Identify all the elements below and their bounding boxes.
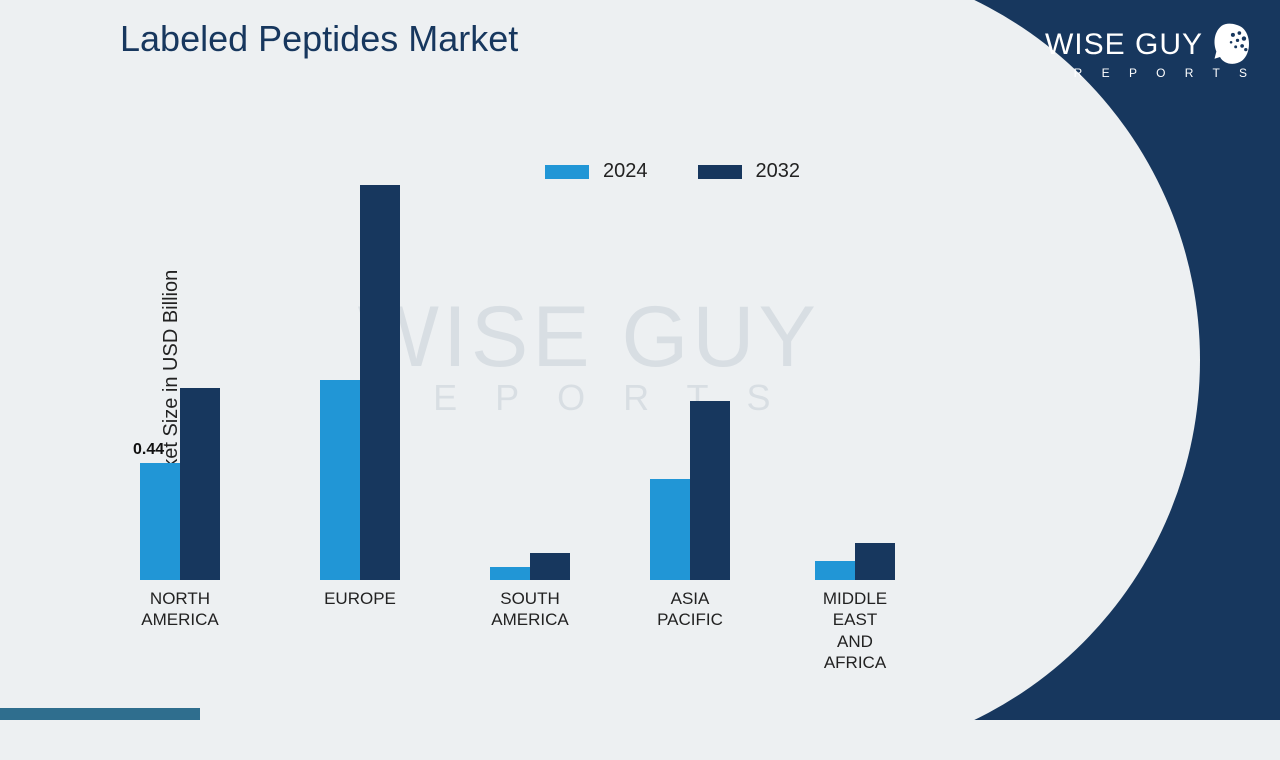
bar-2032 xyxy=(855,543,895,580)
bar-2032 xyxy=(180,388,220,580)
bar-2032 xyxy=(690,401,730,580)
x-axis-label: EUROPE xyxy=(295,588,425,609)
bottom-accent-bar xyxy=(0,708,200,720)
bar-2024 xyxy=(320,380,360,580)
bar-2032 xyxy=(360,185,400,580)
x-axis-label: SOUTHAMERICA xyxy=(465,588,595,631)
data-label: 0.44 xyxy=(133,441,164,459)
bar-2024 xyxy=(650,479,690,580)
x-axis-label: NORTHAMERICA xyxy=(115,588,245,631)
chart-area: 0.44 xyxy=(115,180,905,580)
x-axis-label: ASIAPACIFIC xyxy=(625,588,755,631)
bar-2024 xyxy=(140,463,180,580)
bar-group xyxy=(315,185,405,580)
legend-swatch-2024 xyxy=(545,165,589,179)
logo-main: WISE GUY xyxy=(1045,22,1255,68)
bar-group: 0.44 xyxy=(135,388,225,580)
bar-2024 xyxy=(815,561,855,580)
logo-sub-text: R E P O R T S xyxy=(1045,66,1255,80)
logo-main-text: WISE GUY xyxy=(1045,28,1203,62)
bar-group xyxy=(810,543,900,580)
right-panel xyxy=(970,0,1280,720)
bar-2024 xyxy=(490,567,530,580)
bar-2032 xyxy=(530,553,570,580)
bar-group xyxy=(645,401,735,580)
page-title: Labeled Peptides Market xyxy=(120,18,518,60)
bar-group xyxy=(485,553,575,580)
logo: WISE GUY R E P O R T S xyxy=(1045,22,1255,80)
x-axis-label: MIDDLEEASTANDAFRICA xyxy=(790,588,920,673)
head-icon xyxy=(1209,22,1255,68)
legend-swatch-2032 xyxy=(698,165,742,179)
